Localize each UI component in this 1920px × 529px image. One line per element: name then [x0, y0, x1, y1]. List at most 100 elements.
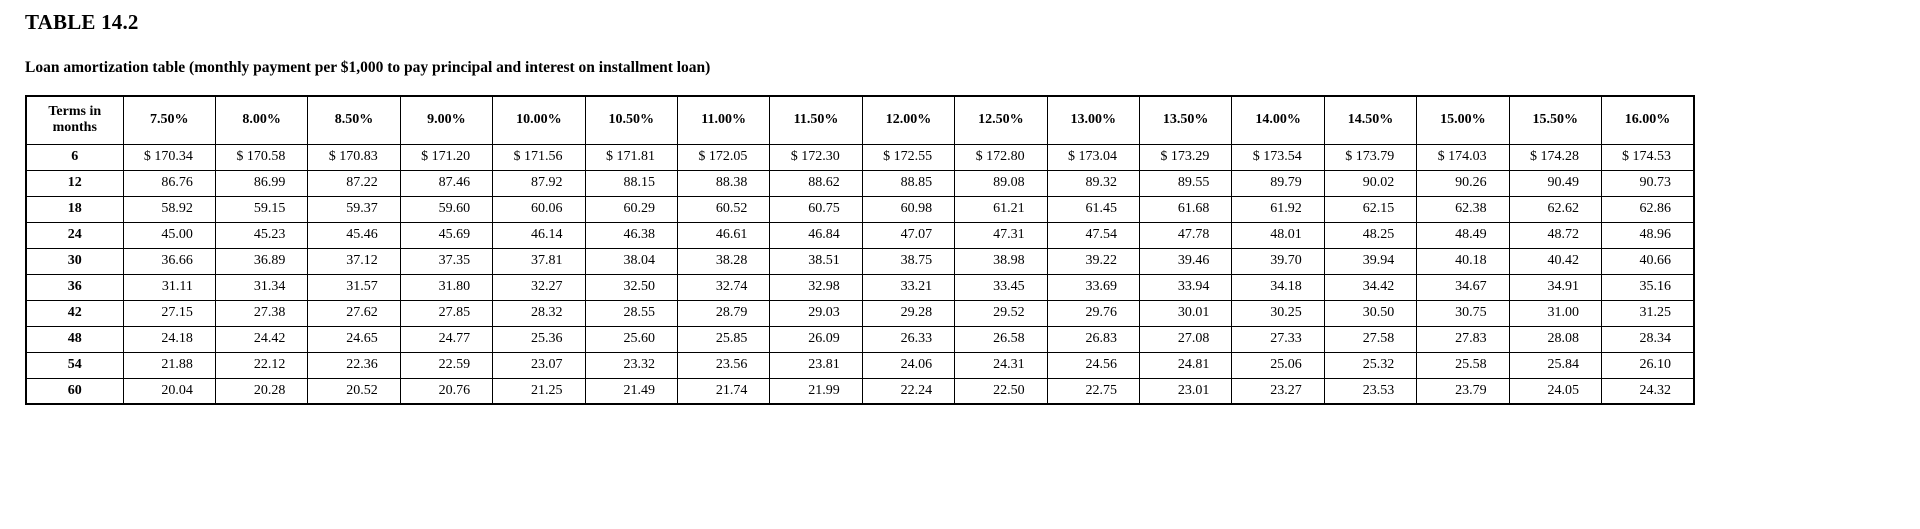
value-cell: 27.85 — [399, 299, 494, 327]
value-cell: 60.75 — [769, 195, 863, 223]
value-cell: 46.61 — [676, 221, 771, 249]
value-cell: 46.38 — [584, 221, 678, 249]
value-cell: 40.18 — [1416, 247, 1510, 275]
value-cell: 48.01 — [1231, 221, 1325, 249]
value-cell: 30.01 — [1138, 299, 1233, 327]
value-cell: 27.15 — [122, 299, 216, 327]
column-header: 13.00% — [1046, 95, 1140, 145]
value-cell: 23.79 — [1416, 377, 1510, 405]
value-cell: $ 174.28 — [1508, 143, 1603, 171]
table-row: 24 45.00 45.23 45.46 45.69 46.14 46.38 46.61 46.… — [25, 221, 1695, 249]
value-cell: 60.06 — [492, 195, 586, 223]
value-cell: 38.04 — [584, 247, 678, 275]
column-header: 13.50% — [1138, 95, 1233, 145]
value-cell: 24.56 — [1046, 351, 1140, 379]
column-header: 8.50% — [307, 95, 401, 145]
value-cell: 27.62 — [307, 299, 401, 327]
value-cell: 33.69 — [1046, 273, 1140, 301]
value-cell: $ 173.04 — [1046, 143, 1140, 171]
value-cell: 30.50 — [1323, 299, 1418, 327]
value-cell: 58.92 — [122, 195, 216, 223]
value-cell: 60.98 — [861, 195, 956, 223]
value-cell: 25.58 — [1416, 351, 1510, 379]
value-cell: 25.06 — [1231, 351, 1325, 379]
value-cell: 28.79 — [676, 299, 771, 327]
value-cell: 29.76 — [1046, 299, 1140, 327]
value-cell: 86.76 — [122, 169, 216, 197]
term-cell: 42 — [25, 299, 124, 327]
value-cell: 21.49 — [584, 377, 678, 405]
value-cell: 27.33 — [1231, 325, 1325, 353]
value-cell: $ 170.34 — [122, 143, 216, 171]
table-subtitle: Loan amortization table (monthly payment… — [25, 59, 711, 76]
value-cell: 87.46 — [399, 169, 494, 197]
value-cell: 21.88 — [122, 351, 216, 379]
value-cell: 90.02 — [1323, 169, 1418, 197]
value-cell: 90.73 — [1601, 169, 1695, 197]
value-cell: 24.42 — [214, 325, 309, 353]
value-cell: 31.34 — [214, 273, 309, 301]
value-cell: 88.62 — [769, 169, 863, 197]
value-cell: 29.52 — [954, 299, 1048, 327]
value-cell: 22.12 — [214, 351, 309, 379]
value-cell: $ 173.29 — [1138, 143, 1233, 171]
value-cell: 47.54 — [1046, 221, 1140, 249]
value-cell: 27.58 — [1323, 325, 1418, 353]
term-cell: 30 — [25, 247, 124, 275]
value-cell: 31.11 — [122, 273, 216, 301]
value-cell: $ 171.56 — [492, 143, 586, 171]
column-header: 10.00% — [492, 95, 586, 145]
value-cell: 29.03 — [769, 299, 863, 327]
value-cell: 90.26 — [1416, 169, 1510, 197]
column-header: 14.00% — [1231, 95, 1325, 145]
value-cell: 32.27 — [492, 273, 586, 301]
value-cell: 35.16 — [1601, 273, 1695, 301]
value-cell: 28.34 — [1601, 325, 1695, 353]
value-cell: 60.52 — [676, 195, 771, 223]
value-cell: $ 174.03 — [1416, 143, 1510, 171]
value-cell: 20.52 — [307, 377, 401, 405]
value-cell: $ 170.83 — [307, 143, 401, 171]
value-cell: 28.32 — [492, 299, 586, 327]
value-cell: 38.98 — [954, 247, 1048, 275]
value-cell: 26.83 — [1046, 325, 1140, 353]
value-cell: 24.32 — [1601, 377, 1695, 405]
value-cell: 24.31 — [954, 351, 1048, 379]
value-cell: $ 172.55 — [861, 143, 956, 171]
value-cell: 26.09 — [769, 325, 863, 353]
value-cell: 61.45 — [1046, 195, 1140, 223]
value-cell: 28.08 — [1508, 325, 1603, 353]
value-cell: 32.50 — [584, 273, 678, 301]
value-cell: 62.15 — [1323, 195, 1418, 223]
value-cell: 39.22 — [1046, 247, 1140, 275]
value-cell: 23.32 — [584, 351, 678, 379]
value-cell: 27.38 — [214, 299, 309, 327]
value-cell: 26.10 — [1601, 351, 1695, 379]
column-header: 9.00% — [399, 95, 494, 145]
table-title: TABLE 14.2 — [25, 10, 139, 34]
column-header: 7.50% — [122, 95, 216, 145]
term-cell: 6 — [25, 143, 124, 171]
table-header: Terms in months 7.50% 8.00% 8.50% 9.00% 10.00… — [25, 95, 1695, 145]
table-row: 36 31.11 31.34 31.57 31.80 32.27 32.50 32.74 32.… — [25, 273, 1695, 301]
value-cell: 20.28 — [214, 377, 309, 405]
value-cell: 47.31 — [954, 221, 1048, 249]
value-cell: 20.76 — [399, 377, 494, 405]
value-cell: 23.81 — [769, 351, 863, 379]
value-cell: 88.38 — [676, 169, 771, 197]
value-cell: 22.75 — [1046, 377, 1140, 405]
table-row: 12 86.76 86.99 87.22 87.46 87.92 88.15 88.38 88.… — [25, 169, 1695, 197]
value-cell: 36.66 — [122, 247, 216, 275]
value-cell: 31.57 — [307, 273, 401, 301]
column-header: 11.00% — [676, 95, 771, 145]
value-cell: 61.92 — [1231, 195, 1325, 223]
value-cell: 45.23 — [214, 221, 309, 249]
value-cell: $ 174.53 — [1601, 143, 1695, 171]
value-cell: 33.45 — [954, 273, 1048, 301]
value-cell: 20.04 — [122, 377, 216, 405]
table-body: 6 $ 170.34 $ 170.58 $ 170.83 $ 171.20 $ 171.5… — [25, 143, 1695, 405]
value-cell: 38.75 — [861, 247, 956, 275]
value-cell: 21.99 — [769, 377, 863, 405]
value-cell: 88.85 — [861, 169, 956, 197]
table-row: 6 $ 170.34 $ 170.58 $ 170.83 $ 171.20 $ 171.5… — [25, 143, 1695, 171]
